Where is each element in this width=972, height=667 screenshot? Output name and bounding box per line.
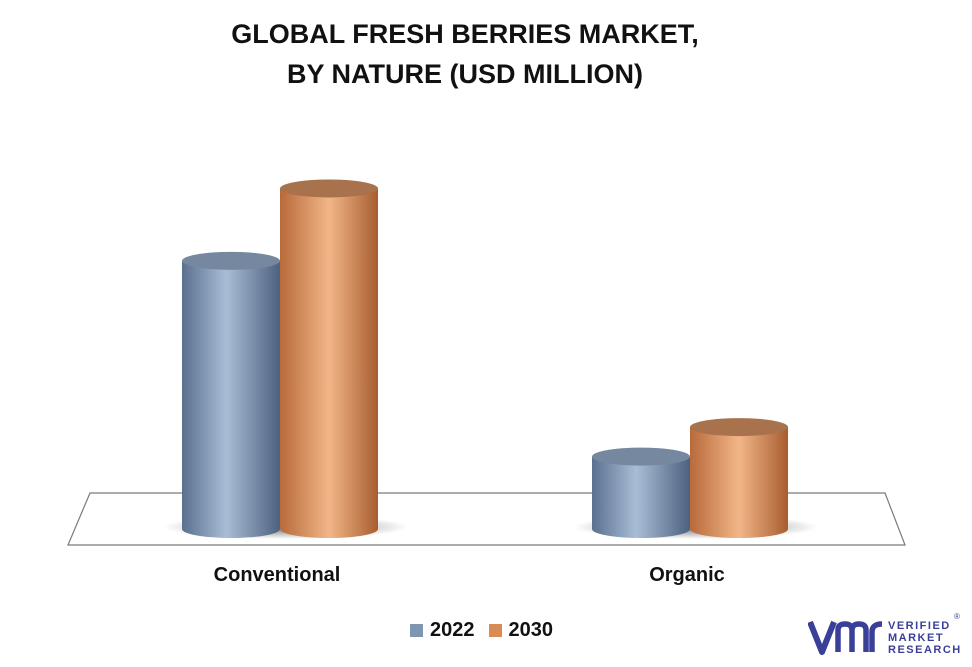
bar-top: [690, 418, 788, 437]
chart-title: GLOBAL FRESH BERRIES MARKET, BY NATURE (…: [0, 14, 930, 94]
brand-logo: VERIFIED MARKET RESEARCH ®: [807, 612, 968, 662]
bar-top: [280, 179, 378, 198]
bar-body: [182, 260, 280, 538]
brand-line-3: RESEARCH: [888, 644, 962, 656]
bar-organic-2022: [592, 447, 690, 538]
brand-text: VERIFIED MARKET RESEARCH: [888, 620, 962, 656]
bar-conventional-2030: [280, 179, 378, 539]
chart-title-line-2: BY NATURE (USD MILLION): [287, 59, 643, 89]
vmr-logo-icon: [807, 620, 883, 655]
legend-item-2030: 2030: [488, 619, 554, 642]
legend-swatch-2022: [410, 624, 423, 637]
category-label-organic: Organic: [649, 564, 725, 586]
bars: [182, 179, 788, 539]
legend-label-2030: 2030: [508, 619, 554, 641]
brand-line-1: VERIFIED: [888, 620, 951, 632]
bar-conventional-2022: [182, 251, 280, 538]
bar-body: [690, 427, 788, 538]
legend-swatch-2030: [488, 624, 502, 637]
category-label-conventional: Conventional: [213, 564, 341, 586]
bar-top: [182, 251, 280, 270]
bar-organic-2030: [690, 418, 788, 538]
legend-item-2022: 2022: [410, 619, 475, 642]
bar-body: [592, 456, 690, 538]
chart-title-line-1: GLOBAL FRESH BERRIES MARKET,: [231, 19, 699, 49]
legend-label-2022: 2022: [430, 619, 475, 641]
legend: 2022 2030: [410, 619, 553, 642]
bar-body: [280, 188, 378, 539]
registered-mark: ®: [954, 612, 960, 621]
brand-line-2: MARKET: [888, 632, 945, 644]
bar-top: [592, 447, 690, 466]
